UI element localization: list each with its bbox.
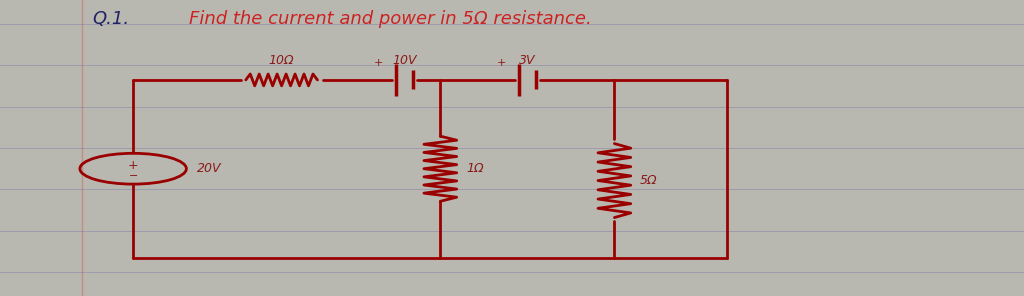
Text: 10Ω: 10Ω xyxy=(269,54,294,67)
Text: +: + xyxy=(128,159,138,172)
Text: Q.1.: Q.1. xyxy=(92,10,129,28)
Text: 5Ω: 5Ω xyxy=(640,174,657,187)
Text: 3V: 3V xyxy=(519,54,536,67)
Text: +: + xyxy=(497,58,507,68)
Text: 20V: 20V xyxy=(197,162,221,175)
Text: Find the current and power in 5Ω resistance.: Find the current and power in 5Ω resista… xyxy=(189,10,592,28)
Text: −: − xyxy=(128,171,138,181)
Text: 10V: 10V xyxy=(392,54,417,67)
Text: 1Ω: 1Ω xyxy=(466,162,483,175)
Text: +: + xyxy=(374,58,384,68)
